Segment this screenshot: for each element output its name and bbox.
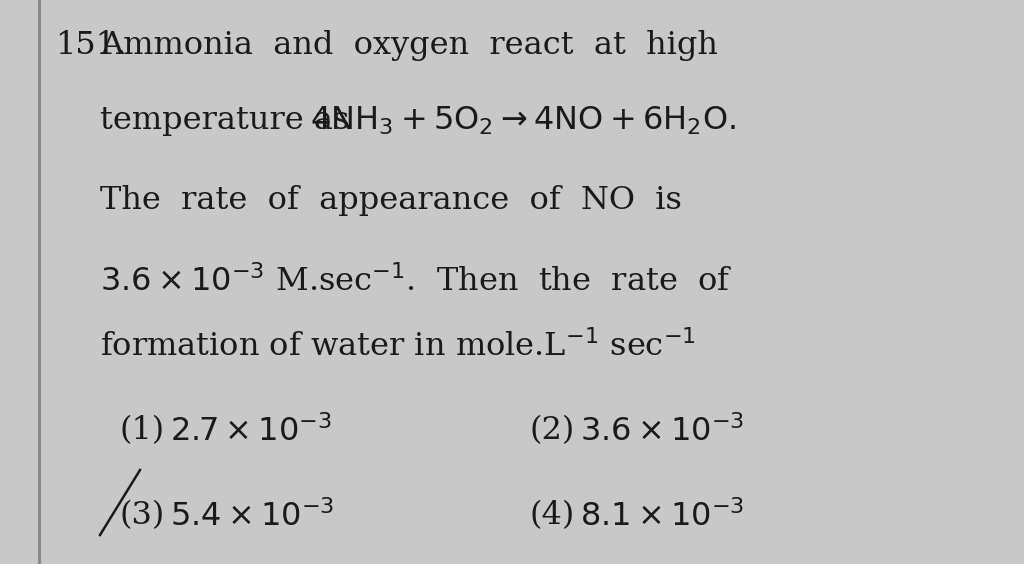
Text: (2): (2) — [530, 415, 575, 446]
Text: $3.6\times10^{-3}$ M.sec$^{-1}$.  Then  the  rate  of: $3.6\times10^{-3}$ M.sec$^{-1}$. Then th… — [100, 265, 732, 298]
Text: Ammonia  and  oxygen  react  at  high: Ammonia and oxygen react at high — [100, 30, 718, 61]
Text: $3.6\times10^{-3}$: $3.6\times10^{-3}$ — [580, 415, 744, 448]
Text: 151.: 151. — [55, 30, 126, 61]
Text: The  rate  of  appearance  of  NO  is: The rate of appearance of NO is — [100, 185, 682, 216]
Text: $4\mathrm{NH_3}+5\mathrm{O_2}\rightarrow4\mathrm{NO}+6\mathrm{H_2O}$.: $4\mathrm{NH_3}+5\mathrm{O_2}\rightarrow… — [310, 105, 736, 138]
Text: formation of water in mole.L$^{-1}$ sec$^{-1}$: formation of water in mole.L$^{-1}$ sec$… — [100, 330, 696, 363]
Bar — [38, 0, 41, 564]
Text: $8.1\times10^{-3}$: $8.1\times10^{-3}$ — [580, 500, 744, 533]
Text: (1): (1) — [120, 415, 165, 446]
Text: temperature as: temperature as — [100, 105, 359, 136]
Text: (3): (3) — [120, 500, 165, 531]
Text: $2.7\times10^{-3}$: $2.7\times10^{-3}$ — [170, 415, 332, 448]
Text: (4): (4) — [530, 500, 575, 531]
Text: $5.4\times10^{-3}$: $5.4\times10^{-3}$ — [170, 500, 335, 533]
